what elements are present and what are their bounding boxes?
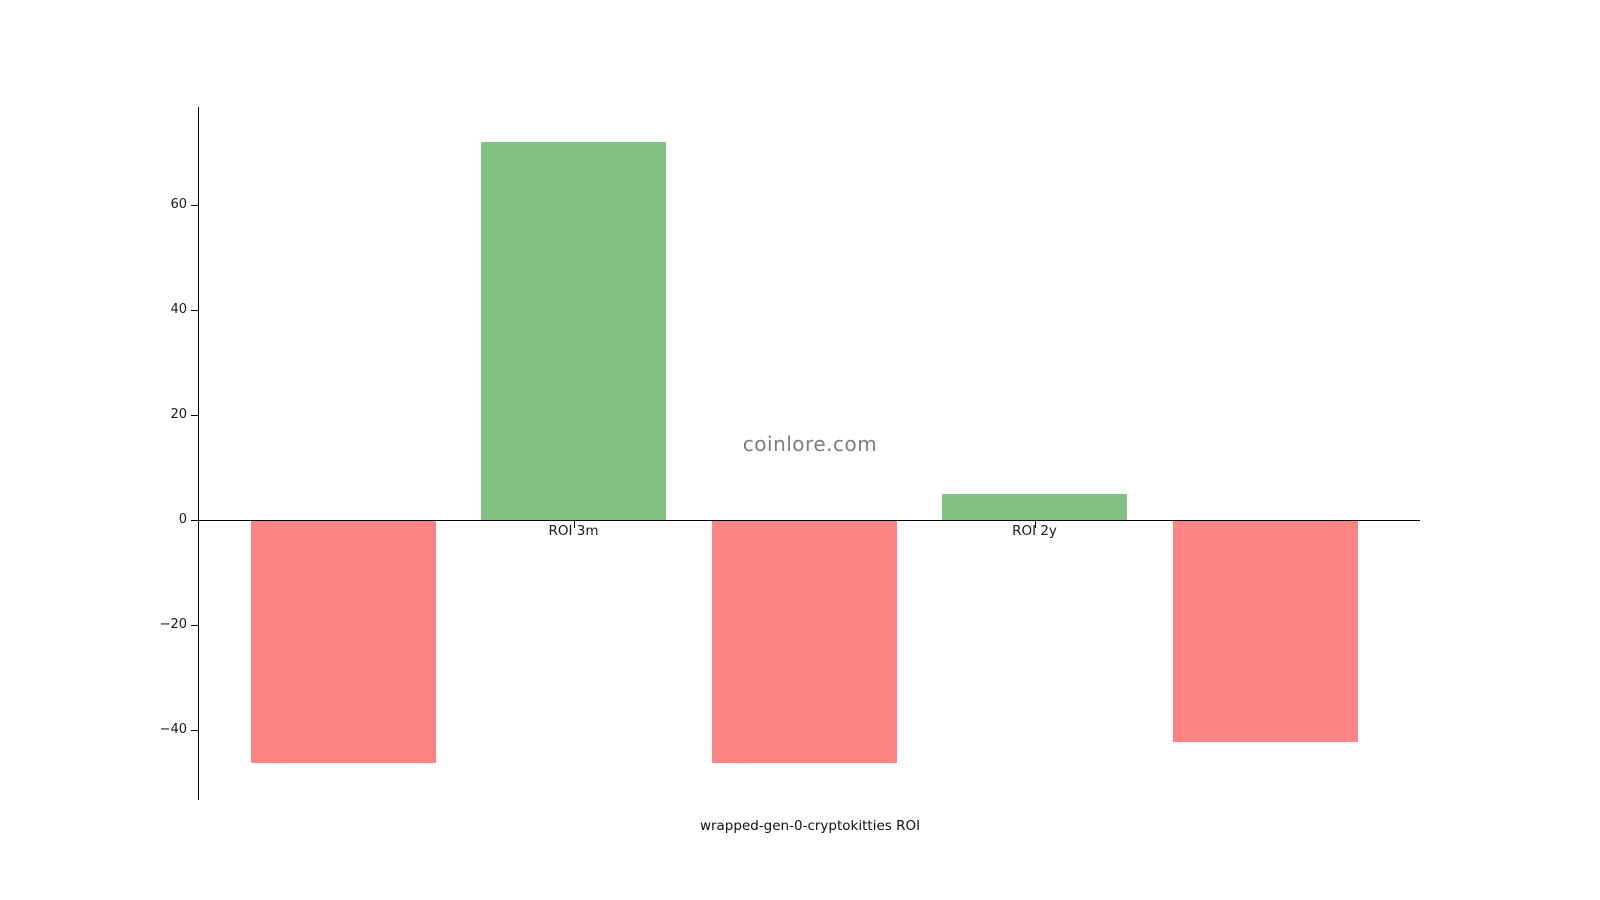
y-axis-spine bbox=[198, 107, 199, 800]
bar-roi-3m bbox=[481, 142, 666, 520]
watermark-text: coinlore.com bbox=[742, 432, 878, 456]
y-tick-label: −40 bbox=[159, 722, 187, 737]
bar-roi-5 bbox=[1172, 521, 1358, 742]
x-tick-mark bbox=[573, 521, 575, 528]
y-tick-label: −20 bbox=[159, 617, 187, 632]
chart-title: wrapped-gen-0-cryptokitties ROI bbox=[699, 818, 921, 834]
y-tick-mark bbox=[191, 625, 198, 626]
y-tick-mark bbox=[191, 310, 198, 311]
y-tick-mark bbox=[191, 205, 198, 206]
y-tick-label: 60 bbox=[170, 197, 187, 212]
y-tick-label: 0 bbox=[178, 512, 187, 527]
bar-roi-3 bbox=[711, 521, 897, 763]
x-tick-label: ROI 3m bbox=[548, 523, 599, 539]
x-axis-zero-line bbox=[198, 520, 1420, 521]
x-tick-label: ROI 2y bbox=[1012, 523, 1057, 539]
y-tick-mark bbox=[191, 730, 198, 731]
y-tick-mark bbox=[191, 520, 198, 521]
y-tick-mark bbox=[191, 415, 198, 416]
y-tick-label: 40 bbox=[170, 302, 187, 317]
x-tick-mark bbox=[1034, 521, 1036, 528]
bar-roi-2y bbox=[942, 493, 1127, 520]
bar-roi-1 bbox=[250, 521, 436, 763]
y-tick-label: 20 bbox=[170, 407, 187, 422]
